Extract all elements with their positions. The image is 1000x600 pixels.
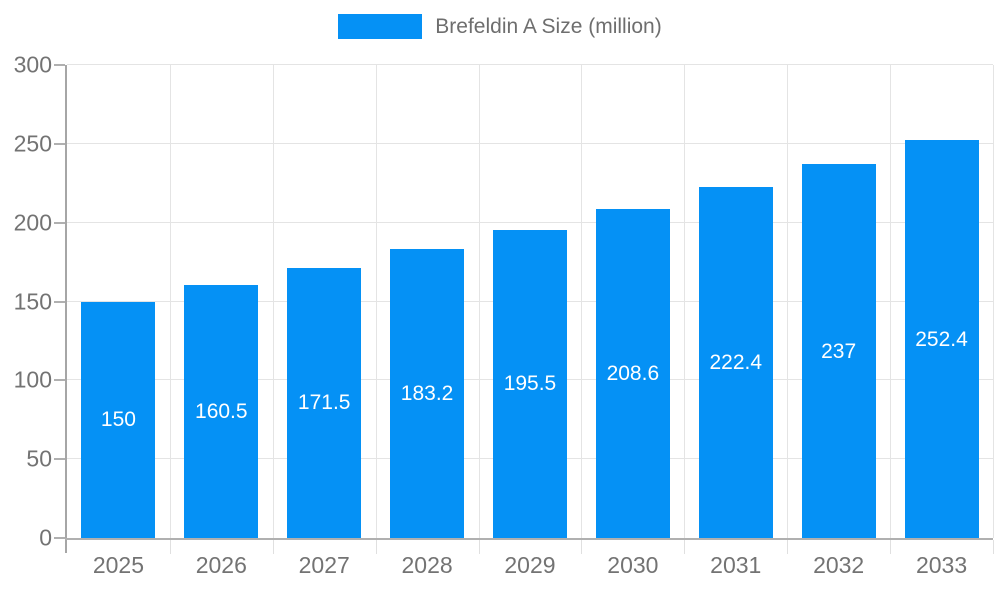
bar-value-label: 195.5 (503, 372, 557, 396)
y-axis-label: 300 (13, 51, 52, 78)
x-axis-label: 2029 (504, 552, 556, 578)
x-axis-label: 2031 (710, 552, 762, 578)
horizontal-gridline (67, 64, 993, 65)
x-axis-label: 2033 (915, 552, 968, 578)
category-cell: 208.6 (581, 65, 684, 538)
bar-value-label: 252.4 (915, 327, 968, 351)
x-axis-label: 2030 (607, 552, 659, 578)
plot-area: 0 50 100 150 200 250 300 150 2025 160.5 2026 171.5 2… (14, 53, 994, 577)
y-axis-tick (54, 379, 65, 382)
category-cell: 150 (67, 65, 170, 538)
horizontal-gridline (67, 221, 993, 223)
category-cell: 171.5 (273, 65, 376, 538)
legend-label: Brefeldin A Size (million) (435, 14, 662, 38)
category-cell: 160.5 (170, 65, 273, 538)
x-axis-label: 2027 (298, 552, 350, 578)
x-axis-tick (169, 540, 171, 554)
horizontal-gridline (67, 142, 993, 144)
bar-2027[interactable]: 171.5 (287, 267, 362, 538)
x-axis-tick (993, 540, 994, 554)
category-cell: 237 (787, 65, 890, 538)
category-cell: 195.5 (479, 65, 582, 538)
bar-value-label: 222.4 (709, 351, 763, 375)
x-axis-tick (684, 540, 686, 554)
bar-value-label: 171.5 (297, 391, 351, 415)
y-axis-tick (54, 537, 65, 539)
bar-2030[interactable]: 208.6 (595, 209, 670, 538)
legend-item[interactable]: Brefeldin A Size (million) (0, 14, 1000, 39)
vertical-gridline (890, 65, 892, 538)
x-axis-label: 2032 (813, 552, 865, 578)
bar-value-label: 160.5 (195, 399, 248, 423)
y-axis-label: 150 (13, 288, 52, 314)
bar-2032[interactable]: 237 (801, 164, 876, 538)
y-axis-label: 200 (13, 209, 52, 236)
y-axis-label: 100 (13, 366, 52, 393)
x-axis-label: 2025 (92, 552, 145, 578)
vertical-gridline (272, 65, 274, 538)
x-axis-tick (375, 540, 377, 554)
category-cell: 222.4 (684, 65, 787, 538)
x-axis-tick (478, 540, 480, 554)
vertical-gridline (478, 65, 480, 538)
y-axis-label: 50 (26, 445, 52, 472)
vertical-gridline (684, 65, 686, 538)
bar-2025[interactable]: 150 (81, 301, 156, 538)
bar-2033[interactable]: 252.4 (904, 140, 979, 538)
vertical-gridline (787, 65, 789, 538)
bar-value-label: 150 (100, 408, 136, 432)
x-axis-line (65, 538, 993, 540)
category-cell: 252.4 (890, 65, 993, 538)
y-axis-label: 250 (13, 130, 52, 157)
x-axis-tick (787, 540, 789, 554)
vertical-gridline (993, 65, 994, 538)
bar-value-label: 237 (821, 339, 857, 363)
x-axis-tick (272, 540, 274, 554)
y-axis-tick (54, 221, 65, 224)
x-axis-label: 2026 (195, 552, 247, 578)
x-axis-tick (890, 540, 892, 554)
bar-value-label: 208.6 (606, 362, 660, 386)
legend-swatch-icon (338, 14, 423, 39)
category-cell: 183.2 (376, 65, 479, 538)
vertical-gridline (169, 65, 171, 538)
y-axis-tick (54, 300, 65, 303)
bar-2026[interactable]: 160.5 (184, 284, 259, 538)
bar-value-label: 183.2 (400, 382, 454, 406)
bar-2029[interactable]: 195.5 (492, 229, 567, 538)
y-axis-tick (54, 64, 65, 66)
bar-2028[interactable]: 183.2 (390, 249, 465, 538)
y-axis-tick (54, 458, 65, 461)
y-axis-label: 0 (39, 524, 52, 551)
vertical-gridline (581, 65, 583, 538)
vertical-gridline (375, 65, 377, 538)
x-axis-tick (581, 540, 583, 554)
x-axis-label: 2028 (401, 552, 453, 578)
y-axis-tick (54, 142, 65, 145)
y-axis-line (65, 65, 67, 553)
bar-2031[interactable]: 222.4 (698, 187, 773, 538)
